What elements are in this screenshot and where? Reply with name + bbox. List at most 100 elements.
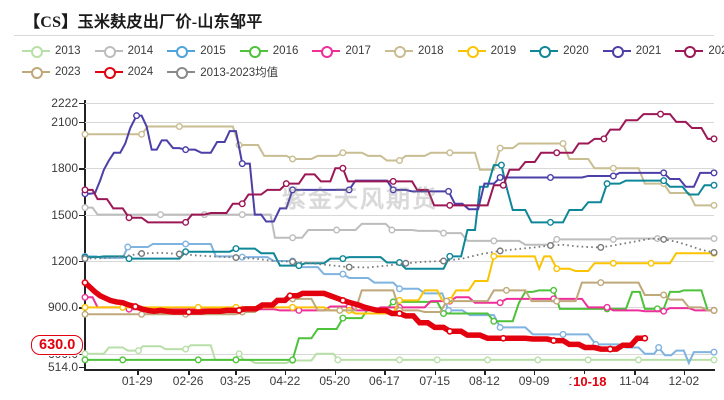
series-marker: [389, 177, 397, 185]
series-marker: [81, 279, 89, 287]
gridline: [85, 121, 714, 123]
legend-item-2024[interactable]: 2024: [94, 66, 153, 79]
series-marker: [389, 186, 397, 194]
series-marker: [710, 348, 718, 356]
legend-label: 2019: [490, 44, 517, 57]
series-marker: [534, 356, 542, 364]
series-marker: [484, 356, 492, 364]
x-axis-tick: [334, 369, 337, 375]
legend-item-2019[interactable]: 2019: [457, 44, 517, 58]
series-marker: [597, 243, 605, 251]
series-marker: [609, 235, 617, 243]
series-marker: [238, 160, 246, 168]
series-marker: [138, 310, 146, 318]
series-marker: [446, 252, 454, 260]
series-marker: [124, 243, 132, 251]
series-line-2024: [83, 280, 645, 352]
legend-item-2015[interactable]: 2015: [167, 44, 226, 58]
series-marker: [553, 149, 561, 157]
series-marker: [182, 218, 190, 226]
series-marker: [440, 310, 448, 318]
legend-item-2013[interactable]: 2013: [22, 45, 81, 58]
series-marker: [546, 218, 554, 226]
series-marker: [609, 164, 617, 172]
legend-item-2013-2023[interactable]: 2013-2023均值: [167, 64, 278, 80]
series-marker: [339, 164, 347, 172]
series-marker: [81, 356, 89, 364]
series-marker: [546, 242, 554, 250]
legend-item-2021[interactable]: 2021: [602, 45, 661, 58]
y-axis-tick-label: 1200: [51, 253, 78, 268]
series-marker: [81, 303, 89, 311]
series-marker: [81, 130, 89, 138]
y-axis-tick-label: 1500: [51, 207, 78, 222]
legend-marker-icon: [22, 45, 50, 58]
legend-item-2020[interactable]: 2020: [530, 44, 589, 58]
series-line-2023: [85, 281, 714, 316]
legend-item-2017[interactable]: 2017: [312, 45, 371, 58]
series-line-2014: [85, 206, 714, 246]
series-marker: [445, 187, 453, 195]
series-marker: [232, 254, 240, 262]
series-marker: [584, 356, 592, 364]
series-line-2022: [85, 113, 714, 224]
series-marker: [559, 330, 567, 338]
legend-marker-icon: [602, 45, 631, 58]
series-marker: [333, 226, 341, 234]
series-marker: [289, 356, 297, 364]
series-lines: [81, 110, 718, 366]
series-marker: [490, 317, 498, 325]
x-axis-tick-label: 06-17: [369, 374, 400, 388]
plot-area: [81, 103, 718, 367]
series-marker: [603, 180, 611, 188]
legend-marker-icon: [167, 45, 196, 58]
series-marker: [657, 110, 665, 118]
x-axis-tick: [285, 369, 287, 375]
legend-marker-icon: [457, 45, 486, 58]
legend-marker-icon: [94, 66, 123, 79]
legend-item-2023[interactable]: 2023: [22, 66, 81, 79]
legend-item-2022[interactable]: 2022: [675, 45, 724, 58]
series-marker: [496, 247, 504, 255]
legend-label: 2015: [200, 44, 226, 57]
series-marker: [138, 250, 146, 258]
y-axis-line: [84, 100, 86, 370]
series-marker: [235, 350, 243, 358]
series-marker: [490, 252, 498, 260]
y-axis-tick-label: 514.0: [47, 360, 78, 374]
series-marker: [553, 265, 561, 273]
legend-marker-icon: [312, 45, 341, 58]
series-marker: [156, 211, 164, 219]
series-marker: [553, 235, 561, 243]
series-marker: [710, 248, 718, 256]
x-axis-tick-label: 09-09: [518, 374, 550, 388]
series-marker: [655, 344, 663, 352]
series-marker: [282, 180, 290, 188]
series-marker: [235, 307, 243, 314]
series-marker: [546, 173, 554, 181]
legend-item-2018[interactable]: 2018: [384, 45, 444, 58]
x-axis-tick-label: 08-12: [469, 374, 500, 388]
x-axis-tick-label: 02-26: [172, 374, 204, 388]
legend-row: 2023 2024 2013-2023均值: [22, 61, 722, 82]
series-marker: [597, 279, 605, 287]
gridline: [85, 353, 714, 355]
legend-marker-icon: [22, 66, 50, 79]
x-axis-tick: [634, 369, 636, 375]
series-marker: [138, 130, 146, 138]
series-marker: [710, 169, 718, 177]
highlighted-date-label: 10-18: [571, 374, 609, 389]
series-marker: [182, 146, 190, 154]
legend-item-2014[interactable]: 2014: [94, 45, 153, 58]
series-marker: [710, 306, 718, 314]
series-marker: [710, 135, 718, 143]
legend-marker-icon: [239, 45, 268, 58]
series-marker: [496, 173, 504, 181]
series-marker: [286, 292, 294, 300]
legend-item-2016[interactable]: 2016: [239, 45, 298, 58]
series-marker: [660, 307, 668, 315]
series-marker: [295, 306, 303, 314]
legend-label: 2020: [563, 44, 589, 57]
series-marker: [185, 308, 193, 316]
chart-legend: 2013 2014 2015 2016 2017 2018 2019 2020 2021 2022…: [22, 40, 724, 82]
